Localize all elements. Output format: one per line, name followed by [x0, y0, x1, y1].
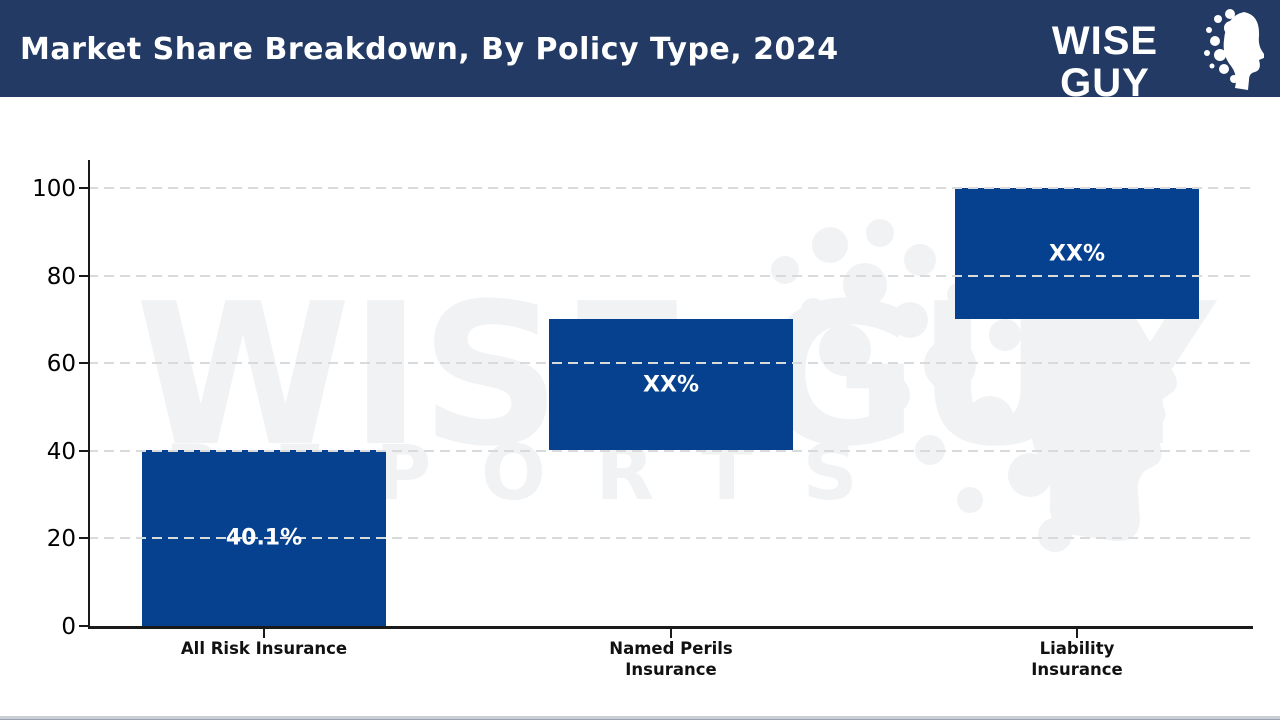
category-label: Liability Insurance — [917, 638, 1237, 680]
bar-value-label: 40.1% — [225, 525, 303, 551]
y-axis-tick-label: 0 — [61, 614, 76, 640]
x-axis-tick — [1076, 629, 1078, 638]
y-axis-tick — [79, 625, 88, 627]
category-label-line: Insurance — [1031, 660, 1123, 679]
gridline — [88, 187, 1253, 189]
category-label: All Risk Insurance — [104, 638, 424, 659]
logo-text: WISE GUY REPORTS — [1014, 20, 1196, 124]
chart-header: Market Share Breakdown, By Policy Type, … — [0, 0, 1280, 123]
gridline — [88, 362, 1253, 365]
category-label-line: All Risk Insurance — [180, 639, 348, 658]
category-label: Named Perils Insurance — [511, 638, 831, 680]
bar-value-label: XX% — [1049, 241, 1105, 267]
bar-segment — [955, 188, 1199, 320]
logo-face-icon — [1204, 9, 1264, 90]
wise-guy-reports-logo: WISE GUY REPORTS — [1014, 6, 1264, 123]
y-axis-tick — [79, 362, 88, 365]
y-axis-tick — [79, 274, 88, 277]
gridline — [88, 274, 1253, 277]
y-axis-tick-label: 100 — [32, 176, 76, 202]
y-axis-tick-label: 40 — [46, 438, 76, 465]
logo-reports-text: REPORTS — [1042, 107, 1174, 123]
y-axis-tick-label: 60 — [46, 351, 76, 378]
x-axis-tick — [263, 629, 265, 638]
bottom-divider — [0, 716, 1280, 719]
y-axis-tick-label: 20 — [46, 526, 76, 553]
category-label-line: Named Perils — [609, 639, 733, 658]
x-axis-tick — [670, 629, 672, 638]
x-axis-line — [88, 626, 1253, 629]
bar-value-label: XX% — [643, 372, 699, 398]
gridline — [88, 449, 1253, 452]
chart-title: Market Share Breakdown, By Policy Type, … — [20, 32, 839, 67]
y-axis-tick-label: 80 — [46, 263, 76, 290]
bar-segment — [549, 319, 793, 451]
watermark-face-icon — [769, 219, 1177, 552]
y-axis-line — [88, 160, 90, 628]
logo-wise-guy-text: WISE GUY — [1051, 19, 1159, 105]
category-label-line: Insurance — [625, 660, 717, 679]
y-axis-tick — [79, 537, 88, 540]
category-label-line: Liability — [1039, 639, 1115, 658]
gridline — [88, 537, 1253, 540]
y-axis-tick — [79, 449, 88, 452]
y-axis-tick — [79, 187, 88, 189]
